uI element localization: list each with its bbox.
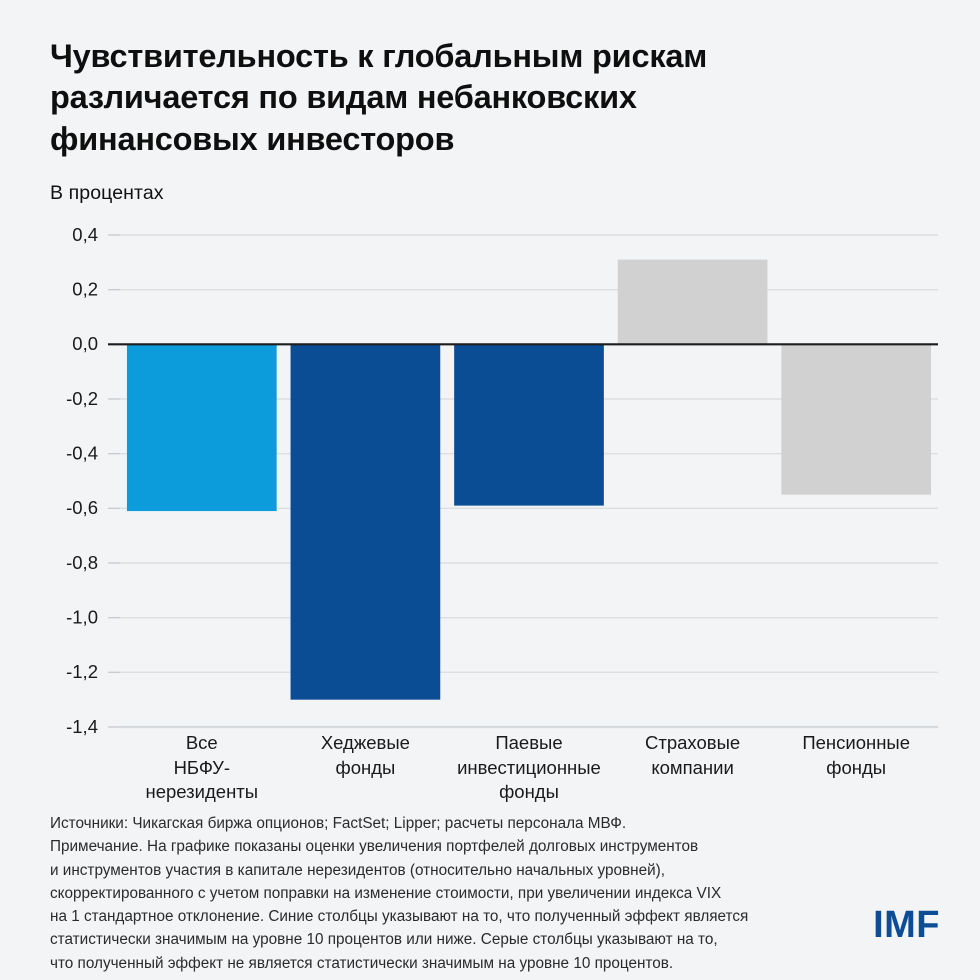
imf-logo: IMF [873,904,940,946]
bar [781,344,932,495]
bar [290,344,441,700]
footnote-block: Источники: Чикагская биржа опционов; Fac… [50,812,850,975]
x-axis-category-label: Паевые инвестиционные фонды [457,732,601,803]
y-axis-tick-label: -1,2 [66,661,98,682]
y-axis-tick-label: -0,4 [66,443,98,464]
footnote-note-line-4: на 1 стандартное отклонение. Синие столб… [50,908,749,925]
y-axis-tick-label: 0,2 [72,279,98,300]
bar [617,259,768,345]
x-axis-category-labels: Все НБФУ-нерезиденты Хеджевые фонды Паевые… [120,731,938,806]
footnote-sources: Источники: Чикагская биржа опционов; Fac… [50,815,627,832]
x-axis-category-label: Хеджевые фонды [320,732,410,778]
footnote-note-line-6: что полученный эффект не является статис… [50,954,674,972]
y-axis-tick-label: -1,4 [66,716,98,737]
y-axis-tick-label: 0,4 [72,224,98,245]
bar [126,344,277,512]
y-axis-tick-labels-group: 0,4 0,2 0,0 -0,2 -0,4 -0,6 -0,8 -1,0 -1,2 -1,4 [66,224,98,737]
title-block: Чувствительность к глобальным рискам раз… [50,36,910,160]
footnote-note-line-3: скорректированного с учетом поправки на … [50,884,722,902]
y-axis-tick-label: -1,0 [66,607,98,628]
y-axis-tick-label: -0,8 [66,552,98,573]
x-axis-category-label: Страховые компании [645,732,741,778]
bars-group [126,259,932,700]
footnote-note-line-2: и инструментов участия в капитале нерези… [50,861,666,879]
x-axis-category-label: Все НБФУ-нерезиденты [145,732,259,803]
y-axis-tick-label: -0,2 [66,388,98,409]
footnote-note-line-1: Примечание. На графике показаны оценки у… [50,838,699,856]
gridlines-group [108,234,938,729]
footnote-note-line-5: статистически значимым на уровне 10 проц… [50,931,718,949]
y-axis-tick-label: -0,6 [66,497,98,518]
x-axis-category-label: Пенсионные фонды [802,732,911,778]
page-title: Чувствительность к глобальным рискам раз… [50,38,708,157]
chart-subtitle: В процентах [50,182,164,204]
bar [454,344,604,506]
y-axis-tick-label: 0,0 [72,333,98,354]
